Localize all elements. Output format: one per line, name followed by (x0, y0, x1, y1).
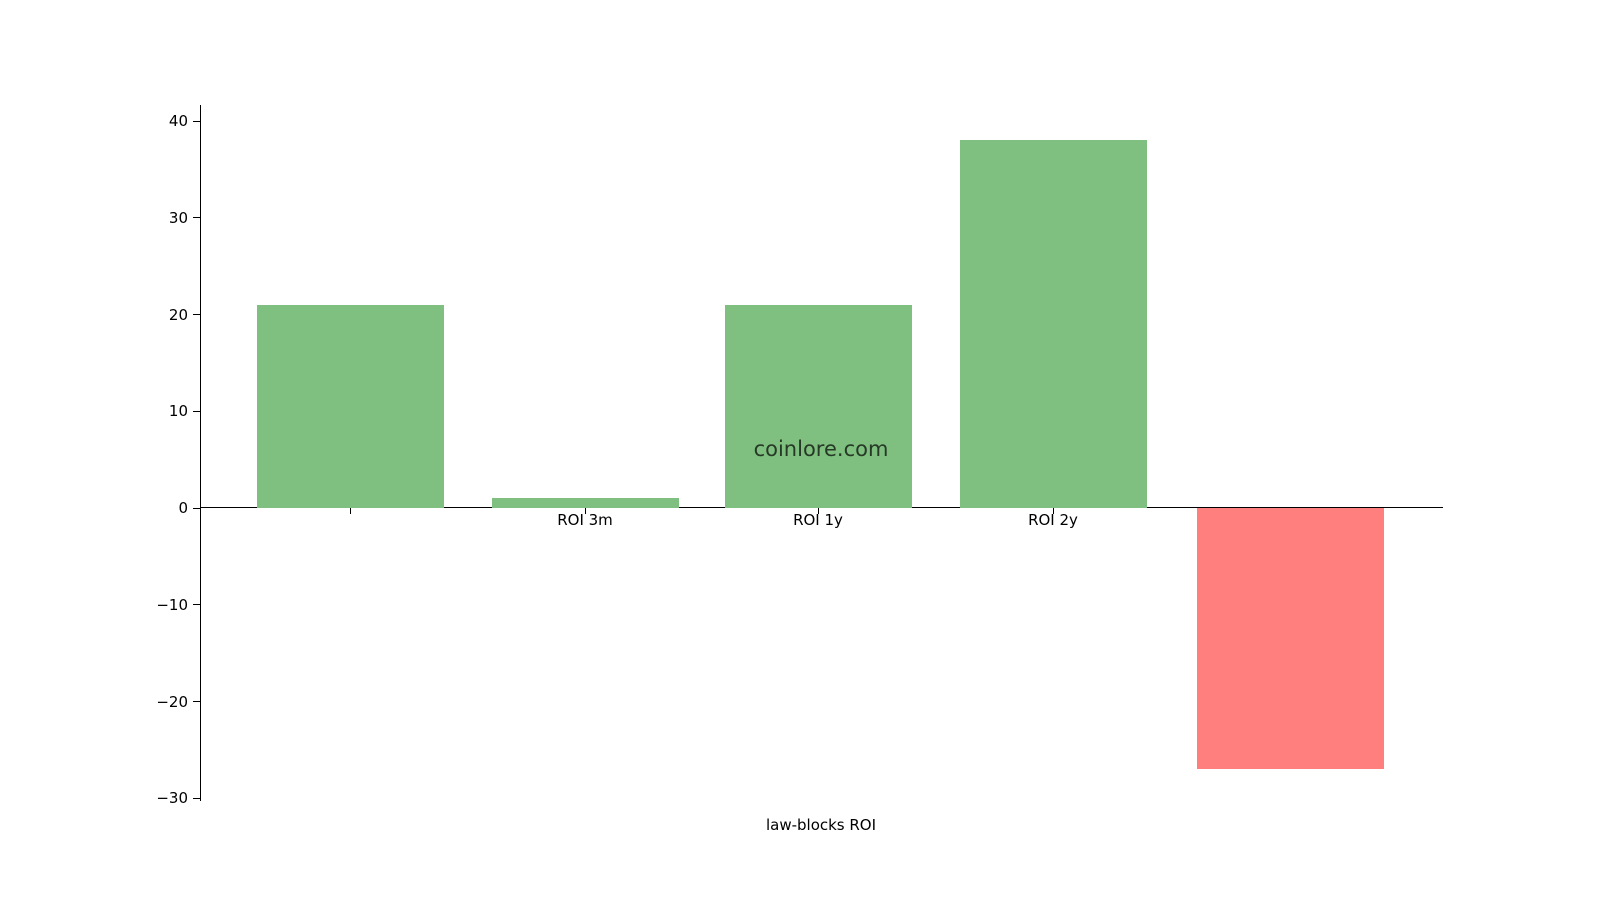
y-tick-label: 30 (168, 208, 188, 227)
bar (724, 304, 912, 508)
y-tick-mark (193, 797, 200, 799)
x-tick-mark (585, 508, 586, 514)
x-tick-label: ROI 3m (557, 511, 613, 529)
y-axis-spine (200, 105, 201, 801)
bar (1196, 508, 1384, 770)
x-tick-label: ROI 1y (793, 511, 843, 529)
y-tick-label: −10 (156, 595, 188, 614)
bar (959, 140, 1147, 508)
bar (491, 498, 679, 508)
x-tick-label: ROI 2y (1028, 511, 1078, 529)
y-tick-mark (193, 314, 200, 315)
y-tick-label: 40 (168, 112, 188, 130)
x-tick-mark (1053, 508, 1054, 514)
y-tick-label: −30 (156, 789, 188, 808)
x-axis-title: law-blocks ROI (765, 816, 877, 834)
y-tick-label: 10 (168, 402, 188, 421)
y-tick-label: 0 (178, 499, 188, 517)
y-tick-mark (193, 701, 200, 702)
y-tick-mark (193, 120, 200, 122)
y-tick-label: 20 (168, 305, 188, 324)
y-tick-mark (193, 507, 200, 509)
x-tick-mark (350, 508, 351, 514)
y-tick-mark (193, 217, 200, 219)
x-tick-mark (818, 508, 819, 514)
bar (256, 304, 444, 508)
watermark: coinlore.com (753, 437, 889, 461)
y-tick-label: −20 (156, 692, 188, 711)
y-tick-mark (193, 604, 200, 606)
y-tick-mark (193, 410, 200, 412)
